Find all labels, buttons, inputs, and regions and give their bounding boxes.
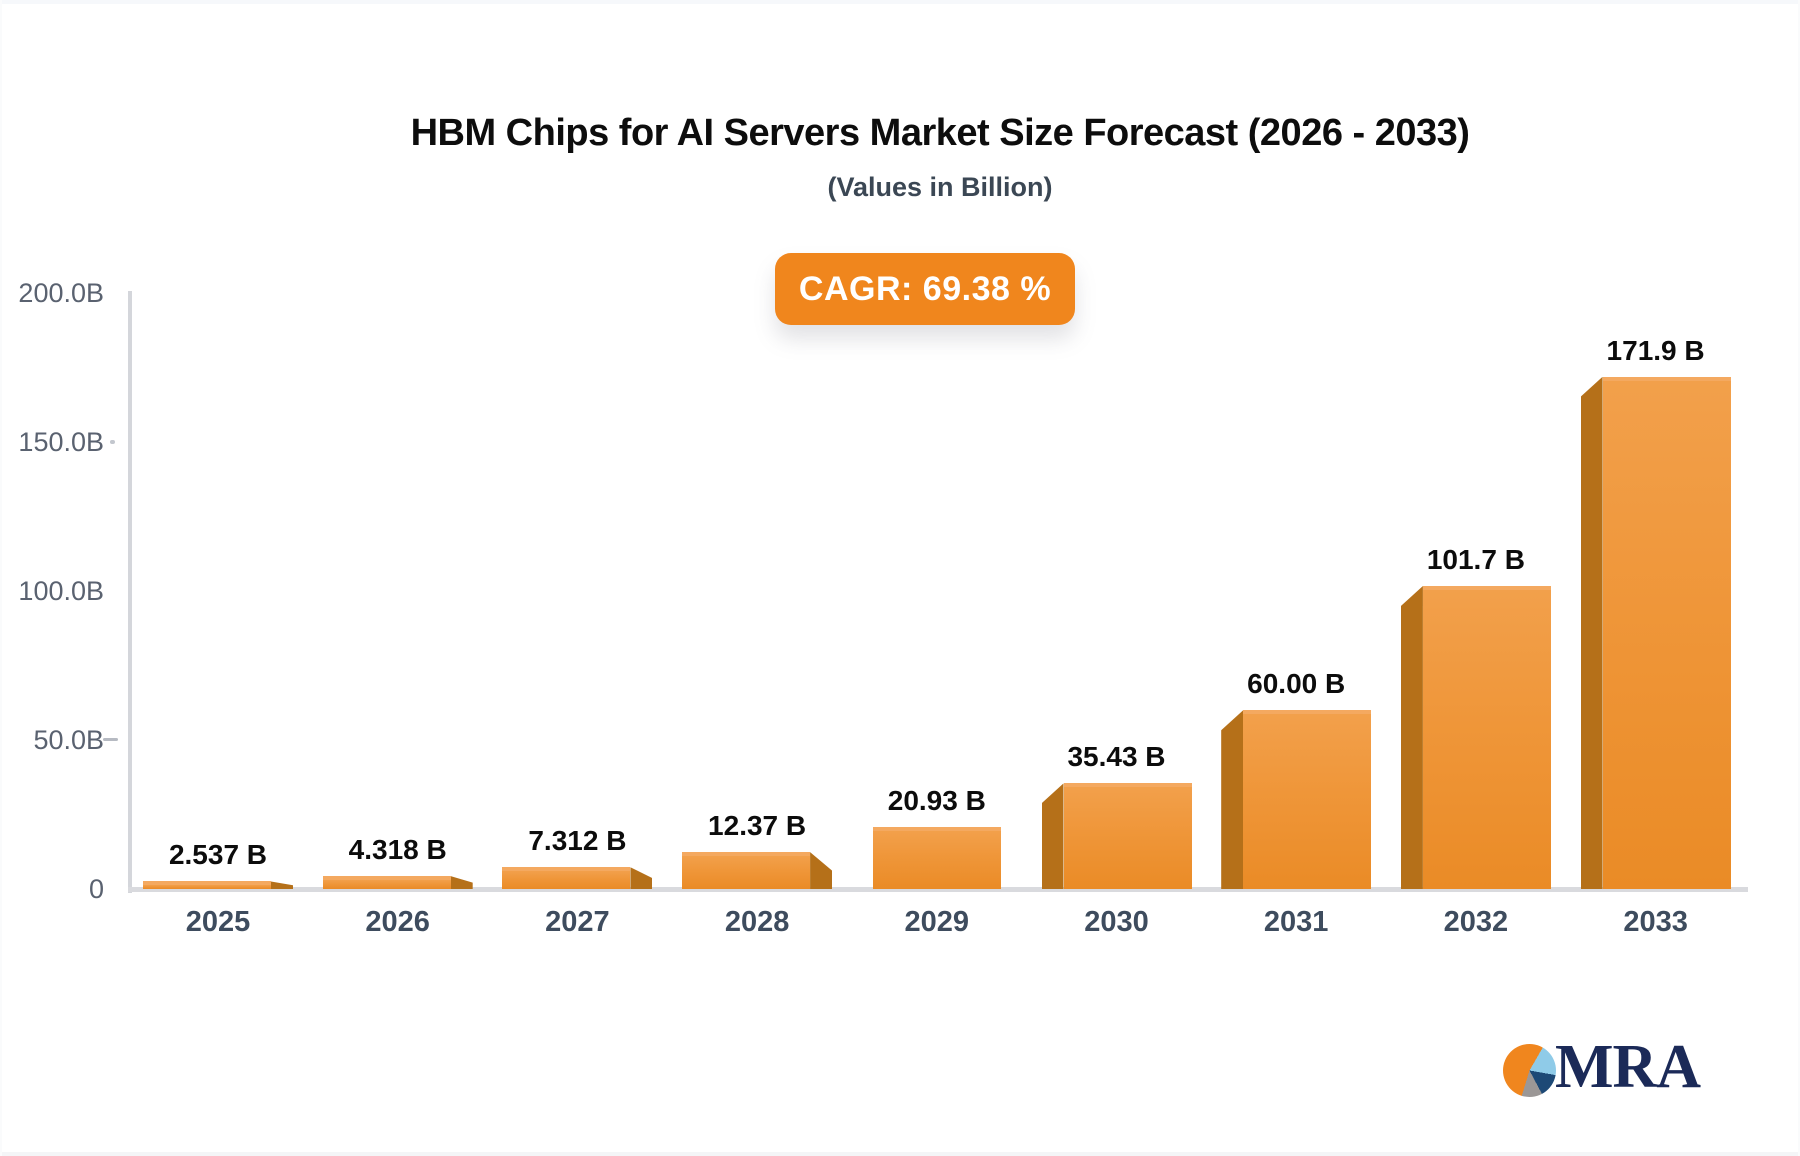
x-axis-label-2028: 2028 bbox=[724, 906, 790, 938]
bar-group-2033: 171.9 B bbox=[1580, 335, 1731, 889]
bar-side-2026 bbox=[450, 876, 473, 889]
bar-face-2031 bbox=[1243, 710, 1372, 889]
mra-logo-pie-icon bbox=[1503, 1044, 1556, 1097]
bar-value-label-2025: 2.537 B bbox=[168, 839, 268, 871]
bar-side-2031 bbox=[1221, 710, 1244, 889]
bar-group-2026: 4.318 B bbox=[322, 834, 473, 889]
bar-value-label-2029: 20.93 B bbox=[887, 784, 986, 816]
bar-value-label-2026: 4.318 B bbox=[348, 834, 447, 866]
page-edge-bottom bbox=[0, 1152, 1800, 1156]
page-edge-right bbox=[1798, 0, 1800, 1156]
bar-value-label-2028: 12.37 B bbox=[708, 810, 807, 842]
bar-side-2030 bbox=[1041, 783, 1064, 889]
y-axis-label-50: 50.0B bbox=[33, 725, 104, 755]
y-axis-label-200: 200.0B bbox=[18, 278, 104, 308]
y-axis-line bbox=[128, 291, 132, 893]
bar-group-2031: 60.00 B bbox=[1221, 668, 1372, 889]
x-axis-label-2027: 2027 bbox=[545, 906, 610, 938]
bar-side-2032 bbox=[1400, 585, 1423, 889]
bar-side-2028 bbox=[810, 852, 833, 889]
bar-group-2028: 12.37 B bbox=[682, 810, 833, 889]
mra-logo: MRA bbox=[1503, 1033, 1733, 1108]
page-edge-left bbox=[0, 0, 2, 1156]
cagr-badge-label: CAGR: 69.38 % bbox=[798, 269, 1052, 308]
x-axis-label-2033: 2033 bbox=[1623, 906, 1688, 938]
bar-value-label-2027: 7.312 B bbox=[528, 825, 627, 857]
bar-face-2030 bbox=[1063, 783, 1192, 889]
bar-group-2030: 35.43 B bbox=[1041, 741, 1192, 889]
cagr-badge: CAGR: 69.38 % bbox=[775, 253, 1075, 325]
x-axis-label-2029: 2029 bbox=[904, 906, 970, 938]
bar-face-2026 bbox=[322, 876, 451, 889]
x-axis-label-2032: 2032 bbox=[1443, 906, 1509, 938]
bar-group-2025: 2.537 B bbox=[143, 839, 293, 889]
bar-face-2033 bbox=[1602, 376, 1731, 889]
bar-face-2027 bbox=[502, 867, 631, 889]
bar-group-2029: 20.93 B bbox=[862, 785, 1012, 889]
bar-value-label-2031: 60.00 B bbox=[1247, 668, 1346, 700]
y-axis-label-150: 150.0B bbox=[18, 427, 104, 457]
x-axis-label-2030: 2030 bbox=[1084, 906, 1149, 938]
bar-side-2033 bbox=[1580, 376, 1603, 889]
x-axis-label-2031: 2031 bbox=[1263, 906, 1329, 938]
x-axis-label-2025: 2025 bbox=[185, 906, 251, 938]
x-axis-line bbox=[128, 887, 1748, 892]
bar-face-2032 bbox=[1422, 585, 1551, 889]
bar-face-2028 bbox=[682, 852, 811, 889]
bar-face-2025 bbox=[143, 881, 271, 889]
bar-group-2027: 7.312 B bbox=[502, 825, 653, 889]
y-axis-label-0: 0 bbox=[88, 874, 104, 904]
bar-value-label-2032: 101.7 B bbox=[1426, 543, 1525, 575]
bar-side-2027 bbox=[630, 867, 653, 889]
bar-side-2025 bbox=[271, 881, 293, 889]
x-axis-label-2026: 2026 bbox=[365, 906, 430, 938]
y-axis-label-100: 100.0B bbox=[18, 576, 104, 606]
chart-subtitle: (Values in Billion) bbox=[827, 172, 1053, 202]
bar-face-2029 bbox=[872, 826, 1001, 889]
bar-group-2032: 101.7 B bbox=[1400, 544, 1551, 889]
chart-title: HBM Chips for AI Servers Market Size For… bbox=[410, 112, 1470, 154]
y-tick-mark-150 bbox=[110, 440, 115, 444]
mra-logo-text: MRA bbox=[1555, 1033, 1701, 1101]
bar-value-label-2033: 171.9 B bbox=[1606, 334, 1705, 366]
y-tick-mark-50 bbox=[103, 738, 118, 741]
page-edge-top bbox=[0, 0, 1800, 4]
bar-value-label-2030: 35.43 B bbox=[1067, 741, 1166, 773]
